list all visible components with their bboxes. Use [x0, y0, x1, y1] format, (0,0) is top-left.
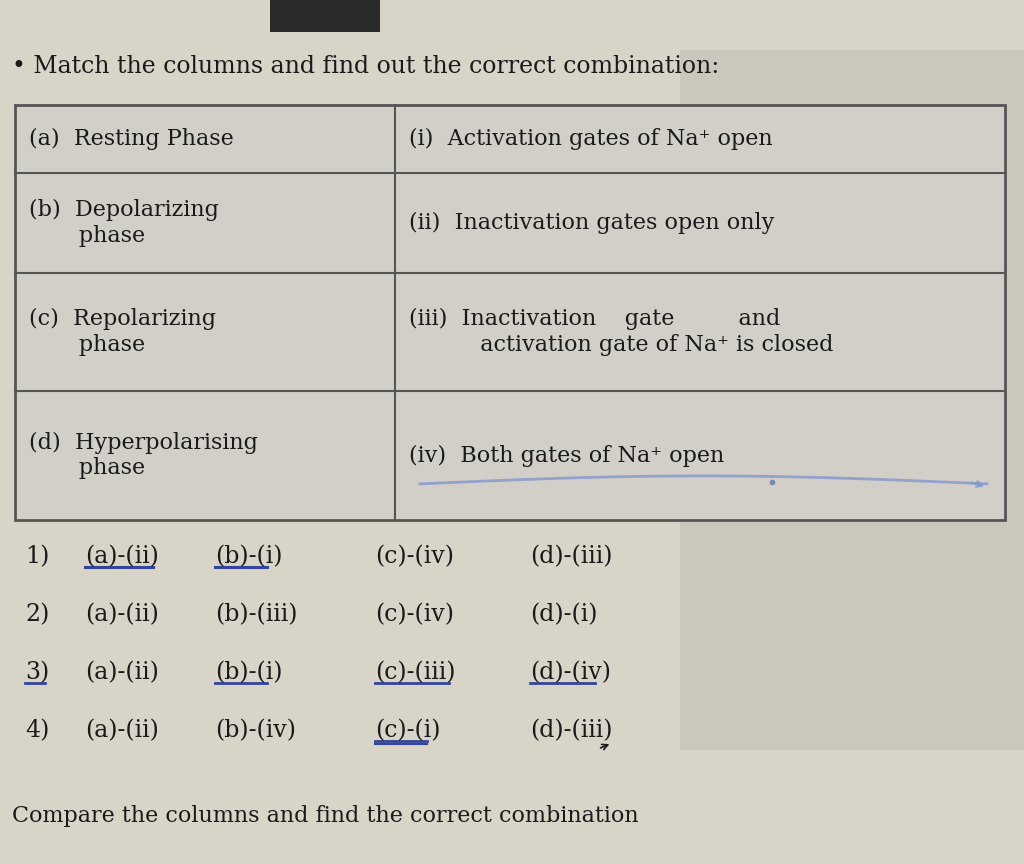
Text: 3): 3)	[25, 661, 49, 684]
Text: (d)-(iv): (d)-(iv)	[530, 661, 611, 684]
Text: (b)-(i): (b)-(i)	[215, 545, 283, 568]
Text: (c)-(i): (c)-(i)	[375, 719, 440, 742]
Text: 1): 1)	[25, 545, 49, 568]
Text: (d)  Hyperpolarising
       phase: (d) Hyperpolarising phase	[29, 432, 258, 480]
Bar	[15, 105, 1005, 520]
Text: (a)-(ii): (a)-(ii)	[85, 603, 159, 626]
Text: (c)-(iv): (c)-(iv)	[375, 545, 454, 568]
Text: Compare the columns and find the correct combination: Compare the columns and find the correct…	[12, 805, 639, 827]
Text: (d)-(i): (d)-(i)	[530, 603, 597, 626]
Text: (a)-(ii): (a)-(ii)	[85, 545, 159, 568]
Text: (c)  Repolarizing
       phase: (c) Repolarizing phase	[29, 308, 216, 356]
Text: (d)-(iii): (d)-(iii)	[530, 545, 612, 568]
Text: (a)-(ii): (a)-(ii)	[85, 719, 159, 742]
Text: (d)-(iii): (d)-(iii)	[530, 719, 612, 742]
Text: (c)-(iii): (c)-(iii)	[375, 661, 456, 684]
Text: (i)  Activation gates of Na⁺ open: (i) Activation gates of Na⁺ open	[409, 128, 773, 150]
Text: (b)-(iii): (b)-(iii)	[215, 603, 298, 626]
Text: 2): 2)	[25, 603, 49, 626]
Text: (b)-(i): (b)-(i)	[215, 661, 283, 684]
Bar	[680, 50, 1024, 750]
Text: (b)-(iv): (b)-(iv)	[215, 719, 296, 742]
Text: 4): 4)	[25, 719, 49, 742]
Text: • Match the columns and find out the correct combination:: • Match the columns and find out the cor…	[12, 55, 719, 78]
Text: (iii)  Inactivation    gate         and
          activation gate of Na⁺ is clos: (iii) Inactivation gate and activation g…	[409, 308, 834, 356]
Text: (iv)  Both gates of Na⁺ open: (iv) Both gates of Na⁺ open	[409, 444, 724, 467]
Bar	[270, 0, 380, 32]
Text: (b)  Depolarizing
       phase: (b) Depolarizing phase	[29, 200, 219, 247]
Text: (a)-(ii): (a)-(ii)	[85, 661, 159, 684]
Text: (ii)  Inactivation gates open only: (ii) Inactivation gates open only	[409, 212, 774, 234]
Text: (a)  Resting Phase: (a) Resting Phase	[29, 128, 233, 150]
Text: (c)-(iv): (c)-(iv)	[375, 603, 454, 626]
